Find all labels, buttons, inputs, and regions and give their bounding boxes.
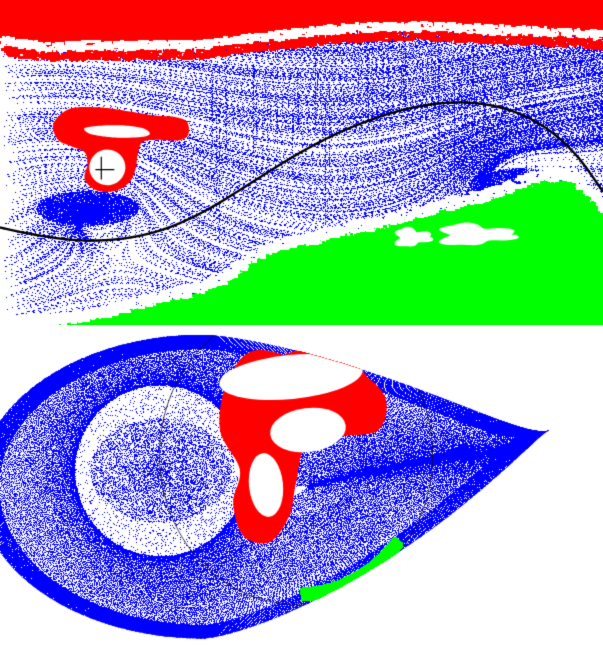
panel-rectangular-domain bbox=[0, 0, 603, 325]
panel-disc-projection bbox=[0, 325, 603, 645]
streamline-canvas-top bbox=[0, 0, 603, 325]
streamline-canvas-bottom bbox=[0, 325, 603, 645]
